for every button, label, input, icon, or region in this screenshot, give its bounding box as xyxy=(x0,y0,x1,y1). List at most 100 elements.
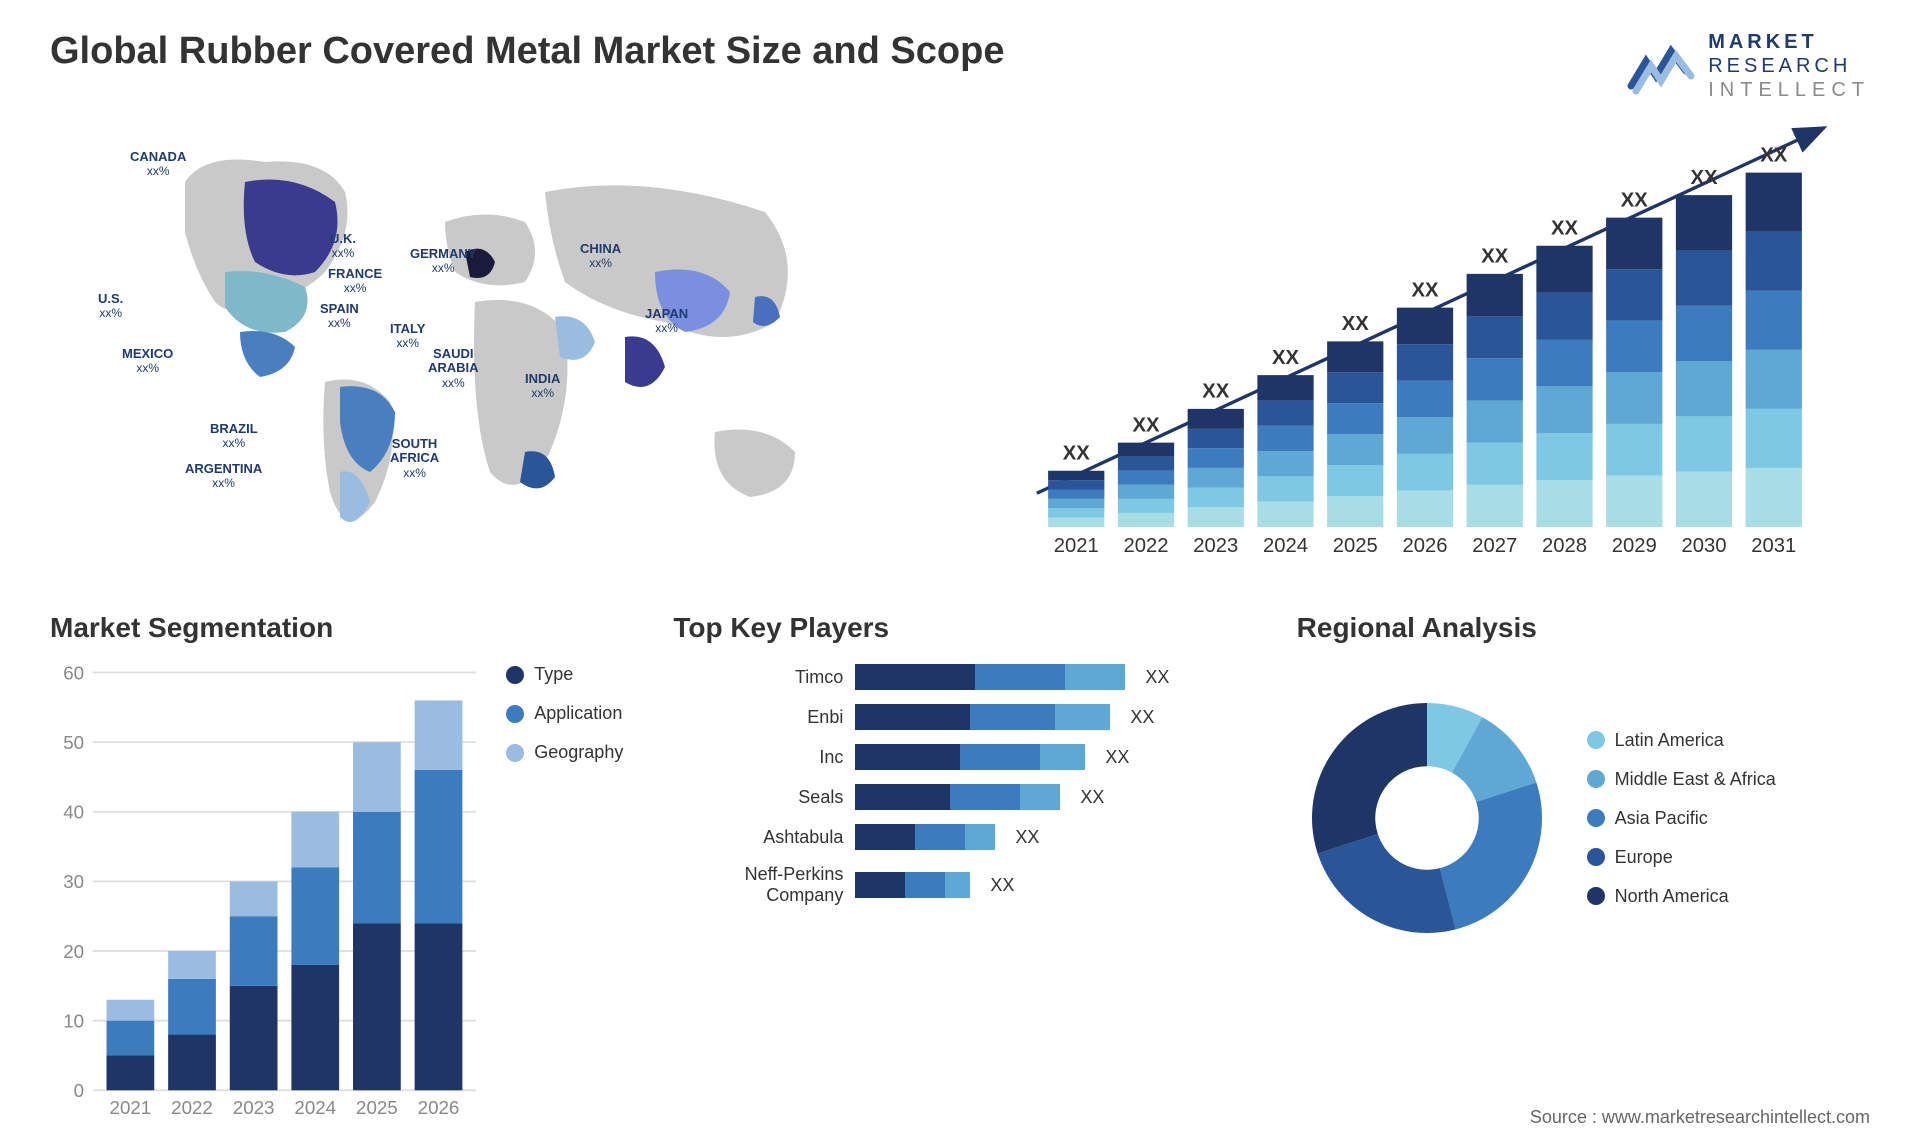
svg-text:20: 20 xyxy=(63,941,84,962)
svg-text:2021: 2021 xyxy=(110,1097,152,1118)
regional-legend: Latin America Middle East & Africa Asia Pa… xyxy=(1587,730,1776,907)
svg-text:2030: 2030 xyxy=(1681,535,1726,557)
map-label-india: INDIAxx% xyxy=(525,372,560,401)
svg-text:2031: 2031 xyxy=(1751,535,1796,557)
player-name: Enbi xyxy=(673,707,843,728)
page-title: Global Rubber Covered Metal Market Size … xyxy=(50,30,1004,73)
logo-text-1: MARKET xyxy=(1708,30,1870,54)
svg-text:30: 30 xyxy=(63,871,84,892)
map-label-southafrica: SOUTHAFRICAxx% xyxy=(390,437,439,480)
svg-text:2023: 2023 xyxy=(233,1097,275,1118)
player-bar xyxy=(855,784,1060,810)
svg-text:60: 60 xyxy=(63,664,84,683)
logo-icon xyxy=(1626,36,1696,96)
player-bar xyxy=(855,872,970,898)
svg-text:XX: XX xyxy=(1621,189,1649,211)
world-map: CANADAxx%U.S.xx%MEXICOxx%BRAZILxx%ARGENT… xyxy=(50,122,940,572)
svg-text:2024: 2024 xyxy=(294,1097,336,1118)
player-row: Inc XX xyxy=(673,744,1246,770)
market-segmentation: Market Segmentation 01020304050602021202… xyxy=(50,612,623,972)
svg-text:XX: XX xyxy=(1481,246,1509,268)
map-label-us: U.S.xx% xyxy=(98,292,123,321)
seg-legend-application: Application xyxy=(506,703,623,724)
map-label-france: FRANCExx% xyxy=(328,267,382,296)
svg-text:XX: XX xyxy=(1342,313,1370,335)
top-key-players: Top Key Players Timco XX Enbi XX Inc XX Seals X… xyxy=(673,612,1246,972)
player-value: XX xyxy=(1080,787,1104,808)
map-label-italy: ITALYxx% xyxy=(390,322,425,351)
player-value: XX xyxy=(1130,707,1154,728)
player-bar xyxy=(855,664,1125,690)
svg-text:XX: XX xyxy=(1551,218,1579,240)
map-label-spain: SPAINxx% xyxy=(320,302,359,331)
player-bar xyxy=(855,744,1085,770)
player-value: XX xyxy=(1145,667,1169,688)
logo-text-2: RESEARCH xyxy=(1708,54,1870,78)
svg-text:10: 10 xyxy=(63,1010,84,1031)
player-value: XX xyxy=(990,875,1014,896)
map-label-japan: JAPANxx% xyxy=(645,307,688,336)
regional-analysis: Regional Analysis Latin America Middle Ea… xyxy=(1297,612,1870,972)
svg-text:XX: XX xyxy=(1760,144,1788,166)
map-label-brazil: BRAZILxx% xyxy=(210,422,258,451)
player-value: XX xyxy=(1105,747,1129,768)
market-size-chart: XX 2021 XX 2022 XX 2023 XX 2024 XX 2025 XX 2026 XX 20… xyxy=(980,122,1870,572)
region-legend-latin-america: Latin America xyxy=(1587,730,1776,751)
svg-text:2026: 2026 xyxy=(1402,535,1447,557)
svg-text:2024: 2024 xyxy=(1263,535,1308,557)
svg-text:2029: 2029 xyxy=(1612,535,1657,557)
seg-legend-geography: Geography xyxy=(506,742,623,763)
big-bar-svg: XX 2021 XX 2022 XX 2023 XX 2024 XX 2025 XX 2026 XX 20… xyxy=(980,122,1870,572)
svg-text:XX: XX xyxy=(1272,347,1300,369)
svg-text:XX: XX xyxy=(1202,381,1230,403)
player-name: Timco xyxy=(673,667,843,688)
svg-text:2026: 2026 xyxy=(418,1097,460,1118)
segmentation-legend: Type Application Geography xyxy=(506,664,623,1124)
players-title: Top Key Players xyxy=(673,612,1246,644)
svg-text:2027: 2027 xyxy=(1472,535,1517,557)
svg-text:2025: 2025 xyxy=(1333,535,1378,557)
region-legend-middle-east---africa: Middle East & Africa xyxy=(1587,769,1776,790)
svg-text:2021: 2021 xyxy=(1054,535,1099,557)
player-value: XX xyxy=(1015,827,1039,848)
player-row: Seals XX xyxy=(673,784,1246,810)
brand-logo: MARKET RESEARCH INTELLECT xyxy=(1626,30,1870,102)
player-row: Timco XX xyxy=(673,664,1246,690)
svg-text:50: 50 xyxy=(63,732,84,753)
svg-text:XX: XX xyxy=(1063,443,1091,465)
svg-text:XX: XX xyxy=(1690,167,1718,189)
segmentation-chart: 0102030405060202120222023202420252026 xyxy=(50,664,476,1124)
svg-text:2025: 2025 xyxy=(356,1097,398,1118)
player-row: Neff-Perkins Company XX xyxy=(673,864,1246,906)
svg-text:2023: 2023 xyxy=(1193,535,1238,557)
player-name: Seals xyxy=(673,787,843,808)
map-label-canada: CANADAxx% xyxy=(130,150,186,179)
segmentation-title: Market Segmentation xyxy=(50,612,623,644)
region-legend-north-america: North America xyxy=(1587,886,1776,907)
svg-text:2022: 2022 xyxy=(171,1097,213,1118)
region-legend-asia-pacific: Asia Pacific xyxy=(1587,808,1776,829)
svg-text:40: 40 xyxy=(63,802,84,823)
player-name: Neff-Perkins Company xyxy=(673,864,843,906)
player-name: Ashtabula xyxy=(673,827,843,848)
map-label-saudiarabia: SAUDIARABIAxx% xyxy=(428,347,479,390)
regional-title: Regional Analysis xyxy=(1297,612,1870,644)
player-bar xyxy=(855,704,1110,730)
player-name: Inc xyxy=(673,747,843,768)
region-legend-europe: Europe xyxy=(1587,847,1776,868)
map-label-argentina: ARGENTINAxx% xyxy=(185,462,262,491)
player-row: Enbi XX xyxy=(673,704,1246,730)
map-svg xyxy=(50,122,940,572)
donut-chart xyxy=(1297,688,1557,948)
player-bar xyxy=(855,824,995,850)
map-label-uk: U.K.xx% xyxy=(330,232,356,261)
source-text: Source : www.marketresearchintellect.com xyxy=(1530,1107,1870,1128)
logo-text-3: INTELLECT xyxy=(1708,78,1870,102)
map-label-germany: GERMANYxx% xyxy=(410,247,476,276)
player-row: Ashtabula XX xyxy=(673,824,1246,850)
seg-legend-type: Type xyxy=(506,664,623,685)
svg-text:XX: XX xyxy=(1411,279,1439,301)
svg-text:2028: 2028 xyxy=(1542,535,1587,557)
svg-text:2022: 2022 xyxy=(1123,535,1168,557)
map-label-china: CHINAxx% xyxy=(580,242,621,271)
